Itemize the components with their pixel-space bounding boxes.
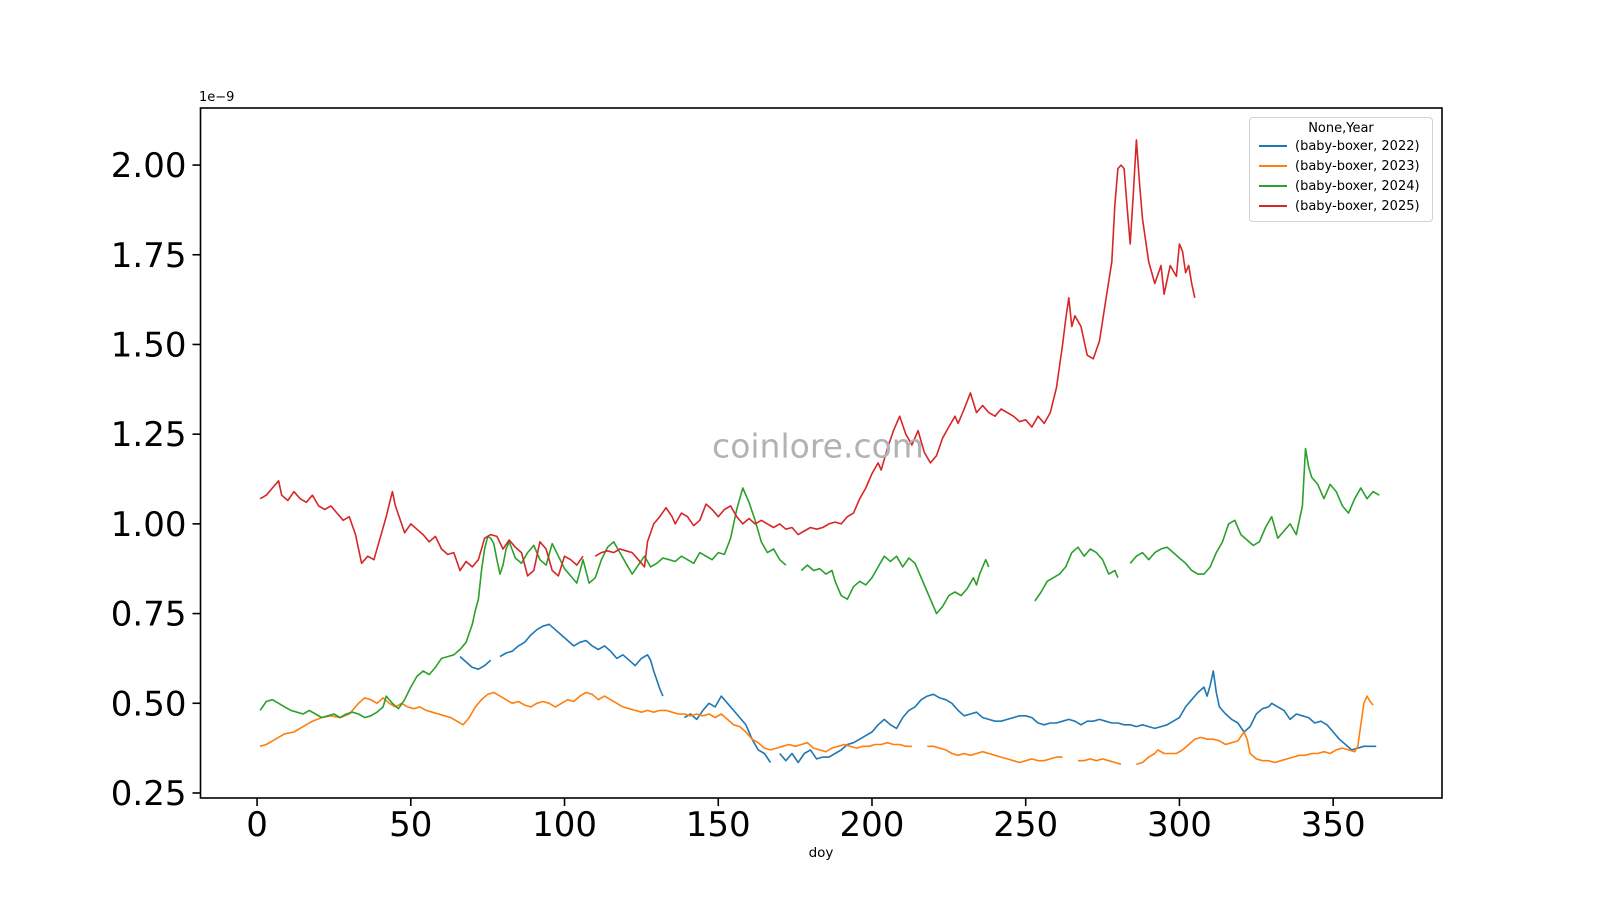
legend-line-swatch <box>1259 205 1287 207</box>
x-tick-label: 150 <box>686 805 751 845</box>
x-tick-label: 100 <box>532 805 597 845</box>
x-tick-label: 250 <box>993 805 1058 845</box>
y-tick-label: 0.25 <box>111 774 187 814</box>
legend-title: None,Year <box>1308 121 1374 136</box>
x-tick-label: 200 <box>840 805 905 845</box>
legend-entry: (baby-boxer, 2024) <box>1250 176 1432 196</box>
legend-entries: (baby-boxer, 2022) (baby-boxer, 2023) (bab… <box>1250 136 1432 216</box>
series-line-2022 <box>459 623 1377 764</box>
series-line-2023 <box>259 691 1374 766</box>
y-axis-offset-label: 1e−9 <box>199 90 235 105</box>
x-axis-label: doy <box>808 845 834 861</box>
x-tick-label: 0 <box>246 805 268 845</box>
legend-entry-label: (baby-boxer, 2025) <box>1295 198 1420 214</box>
y-tick-label: 1.00 <box>111 505 187 545</box>
legend-entry: (baby-boxer, 2025) <box>1250 196 1432 216</box>
legend-entry: (baby-boxer, 2023) <box>1250 156 1432 176</box>
plot-border <box>199 107 1443 799</box>
legend-line-swatch <box>1259 185 1287 187</box>
legend-entry: (baby-boxer, 2022) <box>1250 136 1432 156</box>
y-tick-label: 0.50 <box>111 684 187 724</box>
legend: None,Year (baby-boxer, 2022) (baby-boxer,… <box>1249 117 1433 222</box>
legend-line-swatch <box>1259 145 1287 147</box>
legend-entry-label: (baby-boxer, 2024) <box>1295 178 1420 194</box>
y-tick-label: 1.50 <box>111 325 187 365</box>
series-line-2024 <box>259 447 1380 719</box>
legend-entry-label: (baby-boxer, 2023) <box>1295 158 1420 174</box>
y-tick-label: 1.75 <box>111 236 187 276</box>
x-tick-label: 50 <box>389 805 432 845</box>
x-tick-label: 300 <box>1147 805 1212 845</box>
legend-line-swatch <box>1259 165 1287 167</box>
y-tick-label: 2.00 <box>111 146 187 186</box>
series-line-2025 <box>259 139 1196 577</box>
y-tick-label: 1.25 <box>111 415 187 455</box>
x-tick-label: 350 <box>1301 805 1366 845</box>
y-tick-label: 0.75 <box>111 595 187 635</box>
legend-entry-label: (baby-boxer, 2022) <box>1295 138 1420 154</box>
